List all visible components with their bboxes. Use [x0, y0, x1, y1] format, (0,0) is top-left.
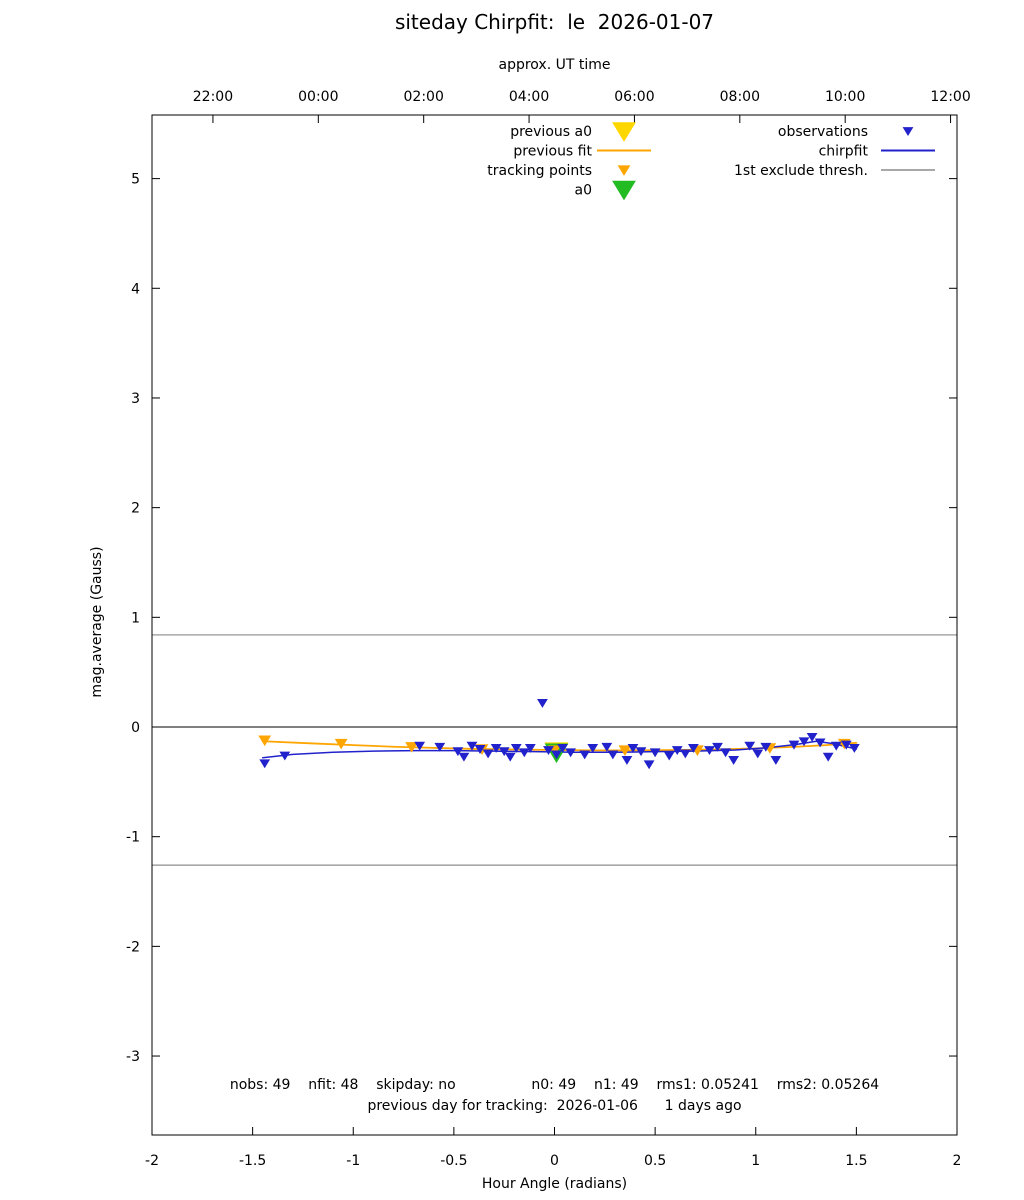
svg-text:1.5: 1.5	[845, 1153, 867, 1169]
stats-line-1: nobs: 49 nfit: 48 skipday: no n0: 49 n1:…	[229, 1077, 880, 1093]
svg-text:chirpfit: chirpfit	[819, 144, 869, 160]
svg-text:06:00: 06:00	[614, 89, 654, 105]
svg-text:0: 0	[131, 720, 140, 736]
svg-text:00:00: 00:00	[298, 89, 338, 105]
svg-text:previous fit: previous fit	[513, 144, 592, 160]
svg-text:1: 1	[131, 610, 140, 626]
svg-text:3: 3	[131, 391, 140, 407]
svg-text:4: 4	[131, 281, 140, 297]
svg-text:-2: -2	[145, 1153, 159, 1169]
svg-text:previous a0: previous a0	[510, 124, 592, 140]
svg-text:-1: -1	[346, 1153, 360, 1169]
svg-text:08:00: 08:00	[720, 89, 760, 105]
svg-text:-2: -2	[126, 939, 140, 955]
svg-text:02:00: 02:00	[404, 89, 444, 105]
svg-text:-3: -3	[126, 1049, 140, 1065]
svg-text:1st exclude thresh.: 1st exclude thresh.	[734, 163, 868, 179]
svg-text:2: 2	[131, 501, 140, 517]
svg-text:-0.5: -0.5	[440, 1153, 467, 1169]
svg-text:12:00: 12:00	[930, 89, 970, 105]
svg-text:observations: observations	[778, 124, 868, 140]
svg-text:1: 1	[751, 1153, 760, 1169]
svg-text:2: 2	[953, 1153, 962, 1169]
top-axis-label: approx. UT time	[498, 57, 611, 73]
svg-text:0.5: 0.5	[644, 1153, 666, 1169]
svg-text:tracking points: tracking points	[487, 163, 592, 179]
svg-text:0: 0	[550, 1153, 559, 1169]
svg-text:04:00: 04:00	[509, 89, 549, 105]
x-axis-label: Hour Angle (radians)	[481, 1176, 628, 1192]
svg-text:22:00: 22:00	[193, 89, 233, 105]
svg-text:-1.5: -1.5	[239, 1153, 266, 1169]
svg-text:-1: -1	[126, 830, 140, 846]
y-axis-label: mag.average (Gauss)	[89, 546, 105, 698]
svg-text:10:00: 10:00	[825, 89, 865, 105]
svg-text:5: 5	[131, 172, 140, 188]
stats-line-2: previous day for tracking: 2026-01-06 1 …	[367, 1098, 742, 1114]
svg-text:a0: a0	[575, 183, 593, 199]
chart-title: siteday Chirpfit: le 2026-01-07	[394, 10, 715, 34]
